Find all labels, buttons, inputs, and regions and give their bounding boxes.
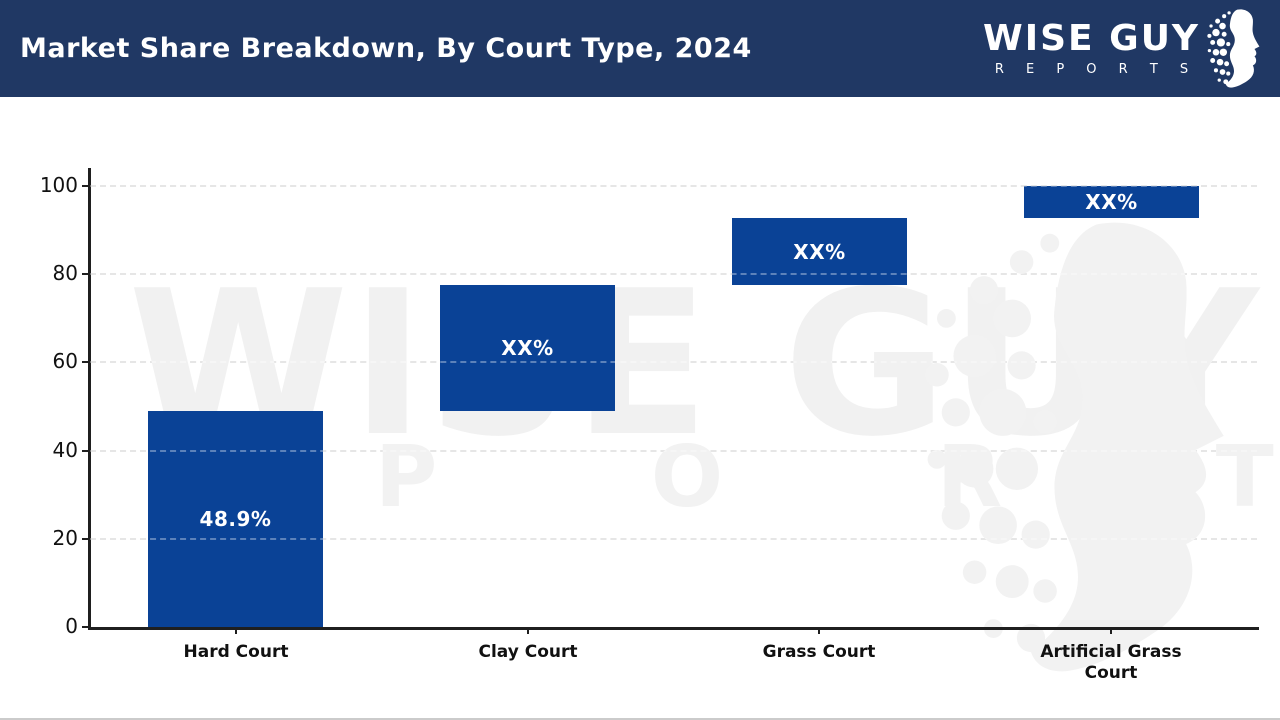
y-axis-tick [82,626,90,628]
gridline [90,449,1257,452]
bar-value-label: XX% [1085,190,1138,214]
x-tick-label: Hard Court [183,642,289,662]
header: Market Share Breakdown, By Court Type, 2… [0,0,1280,97]
x-axis-tick [818,627,820,634]
x-axis-tick [235,627,237,634]
gridline [90,361,1257,364]
y-axis-tick [82,185,90,187]
x-tick-label: Clay Court [478,642,578,662]
gridline [90,537,1257,540]
gridline [90,185,1257,187]
gridline-overlay [90,361,1257,364]
gridline-overlay [90,273,1257,276]
y-tick-label: 0 [65,614,78,638]
x-axis-tick [527,627,529,634]
bottom-border [0,718,1280,720]
gridline-overlay [90,537,1257,540]
x-tick-label: Artificial Grass Court [1040,642,1182,684]
bar-clay-court: XX% [440,285,615,411]
y-tick-label: 60 [52,349,78,374]
y-tick-label: 80 [52,261,78,286]
page-title: Market Share Breakdown, By Court Type, 2… [20,33,752,64]
bar-hard-court: 48.9% [148,411,323,627]
y-axis-tick [82,537,90,540]
logo-text: WISE GUY R E P O R T S [982,18,1200,77]
logo-subtext: R E P O R T S [994,62,1198,77]
x-axis [88,627,1259,630]
watermark-subtext: P O R T S [375,428,1280,527]
gridline-overlay [90,185,1257,187]
y-axis [88,168,91,629]
bar-value-label: 48.9% [199,507,272,531]
x-tick-label: Grass Court [762,642,876,662]
gridline-overlay [90,449,1257,452]
y-tick-label: 20 [52,525,78,550]
wise-guy-logo: WISE GUY R E P O R T S [983,8,1266,90]
gridline [90,273,1257,276]
y-tick-label: 100 [39,173,78,197]
logo-wordmark: WISE GUY [982,18,1200,59]
chart: WISE GUY P O R T S 02040608010048.9%Hard… [0,97,1280,720]
bar-value-label: XX% [501,336,554,360]
head-profile-icon [1207,8,1260,88]
bar-grass-court: XX% [732,218,907,285]
y-tick-label: 40 [52,437,78,462]
bar-artificial-grass-court: XX% [1024,186,1199,218]
y-axis-tick [82,273,90,276]
bar-value-label: XX% [793,239,846,264]
y-axis-tick [82,361,90,364]
y-axis-tick [82,449,90,452]
